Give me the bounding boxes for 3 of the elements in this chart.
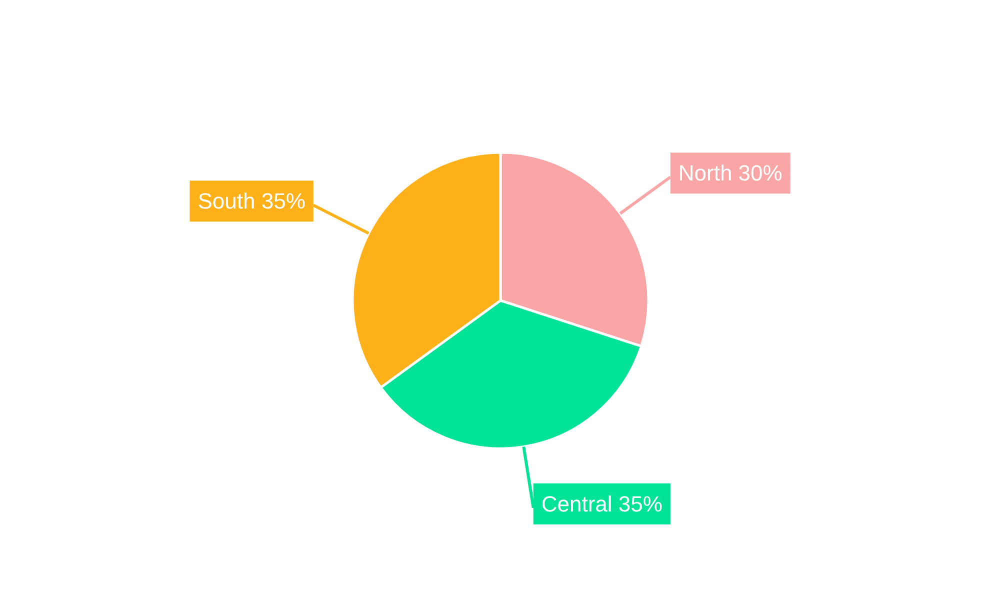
slice-label: North 30% [678, 160, 782, 186]
slice-label: South 35% [198, 188, 306, 214]
slice-label: Central 35% [541, 491, 662, 516]
